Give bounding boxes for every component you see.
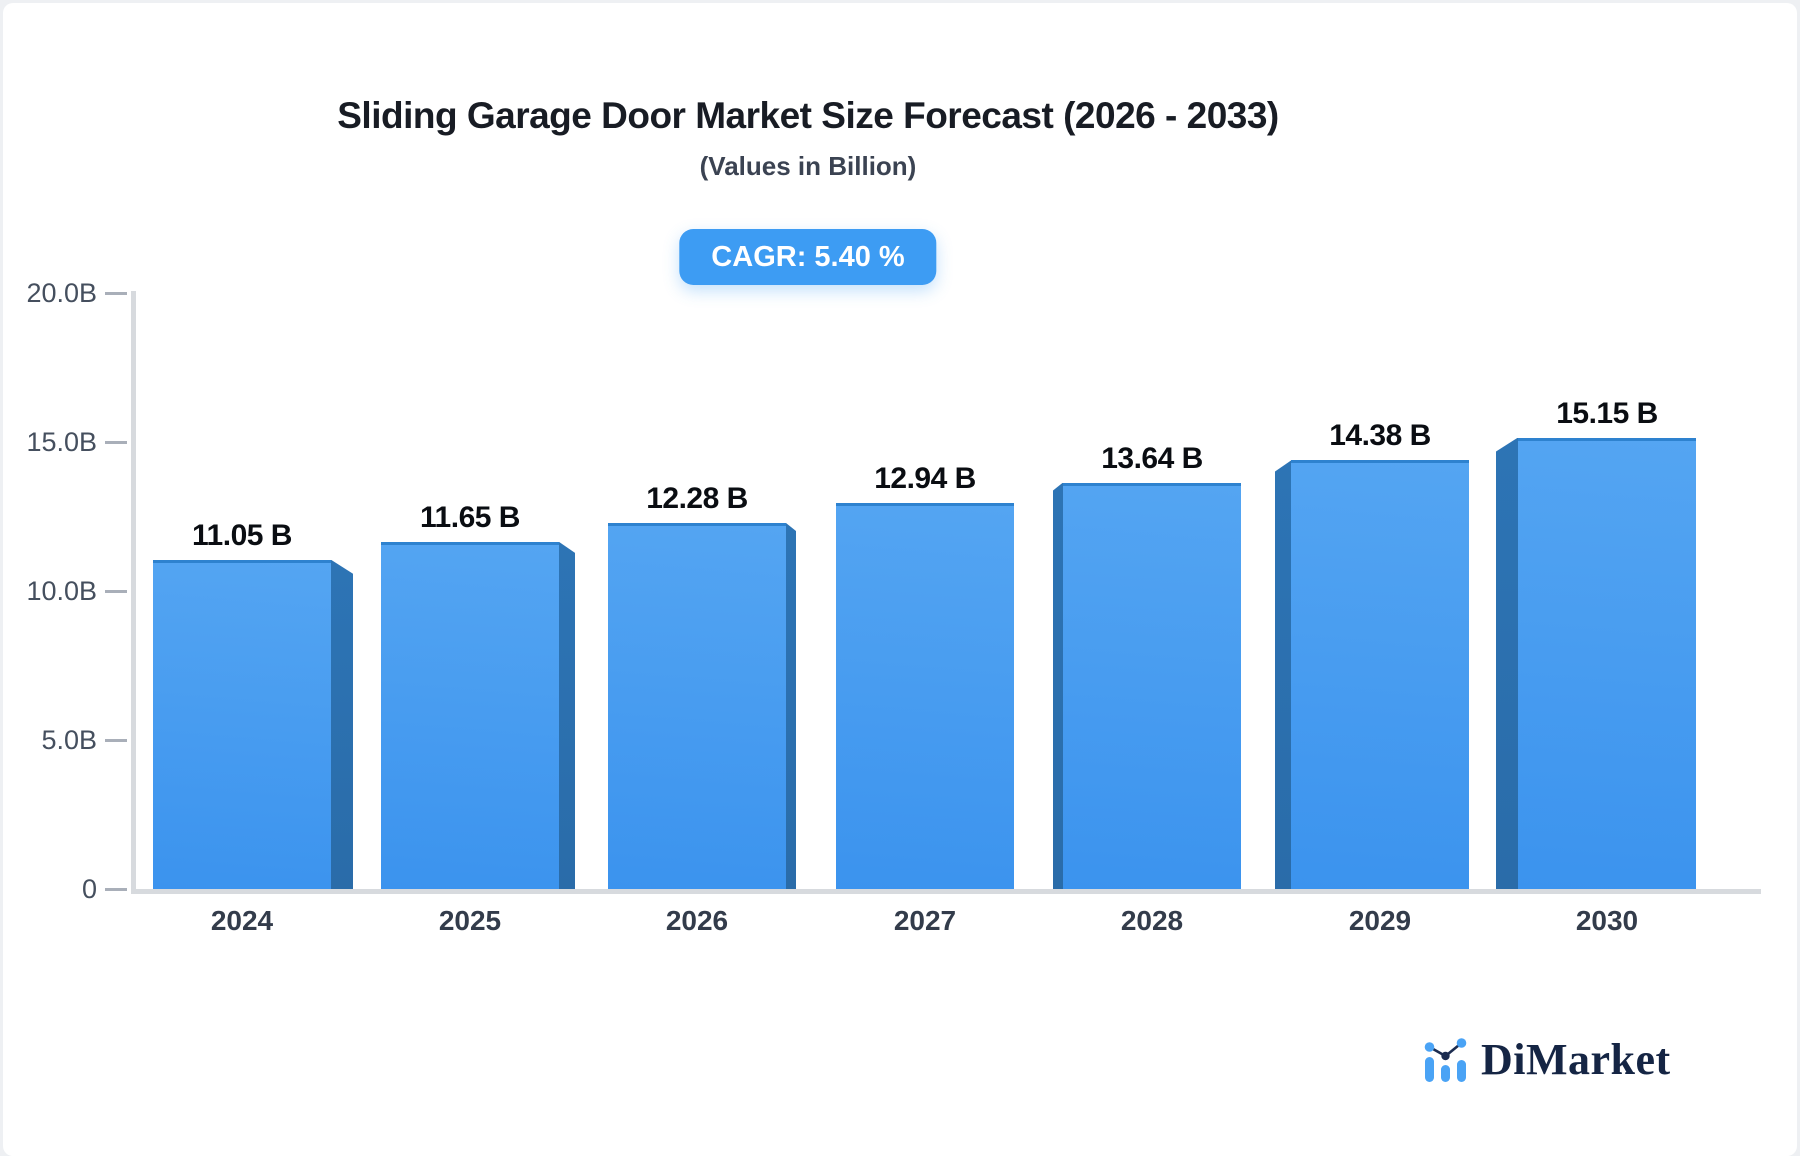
y-tick-dash [105,888,127,891]
bar-side-face [559,541,575,889]
chart-subtitle: (Values in Billion) [699,151,917,181]
bar-2028 [1063,482,1241,889]
y-tick-label: 20.0B [26,278,97,308]
bar-value-label: 12.94 B [874,462,976,496]
bar-2030 [1518,437,1696,889]
y-tick-label: 10.0B [26,576,97,606]
bar-value-label: 14.38 B [1329,419,1431,453]
bar-value-label: 11.05 B [192,518,292,552]
y-tick-label: 5.0B [41,725,97,755]
bar-value-label: 13.64 B [1101,441,1203,475]
y-tick-dash [105,292,127,295]
bar-side-face [331,559,353,889]
y-tick-label: 0 [81,874,97,904]
cagr-badge: CAGR: 5.40 % [679,229,937,285]
x-axis-label-2028: 2028 [1120,905,1184,936]
x-axis-line [131,889,1761,894]
bar-2024 [153,559,331,889]
bar-side-face [1053,482,1063,889]
bar-value-label: 11.65 B [420,500,520,534]
bar-side-face [786,523,796,889]
x-axis-label-2030: 2030 [1575,905,1639,936]
bar-2027 [836,503,1014,889]
y-tick-dash [105,739,127,742]
bar-side-face [1275,460,1291,889]
bar-side-face [1496,437,1518,889]
logo-text: DiMarket [1481,1035,1671,1084]
y-tick-dash [105,590,127,593]
x-axis-label-2026: 2026 [665,905,729,936]
y-tick-dash [105,441,127,444]
brand-logo: DiMarket [1423,1029,1671,1090]
chart-card: Sliding Garage Door Market Size Forecast… [3,3,1797,1156]
bar-2026 [608,523,786,889]
bar-2025 [381,541,559,889]
x-axis-label-2029: 2029 [1348,905,1412,936]
x-axis-label-2027: 2027 [893,905,957,936]
x-axis-label-2024: 2024 [210,905,274,936]
bar-value-label: 15.15 B [1556,396,1658,430]
bar-value-label: 12.28 B [646,482,748,516]
y-tick-label: 15.0B [26,427,97,457]
bar-2029 [1291,460,1469,889]
dimarket-logo-icon [1423,1029,1469,1090]
y-axis-line [131,291,136,894]
plot-area: 20.0B 15.0B 10.0B 5.0B 0 11.05 B 2024 11.65 B 20… [3,3,1797,1156]
x-axis-label-2025: 2025 [438,905,502,936]
chart-title: Sliding Garage Door Market Size Forecast… [337,95,1279,136]
